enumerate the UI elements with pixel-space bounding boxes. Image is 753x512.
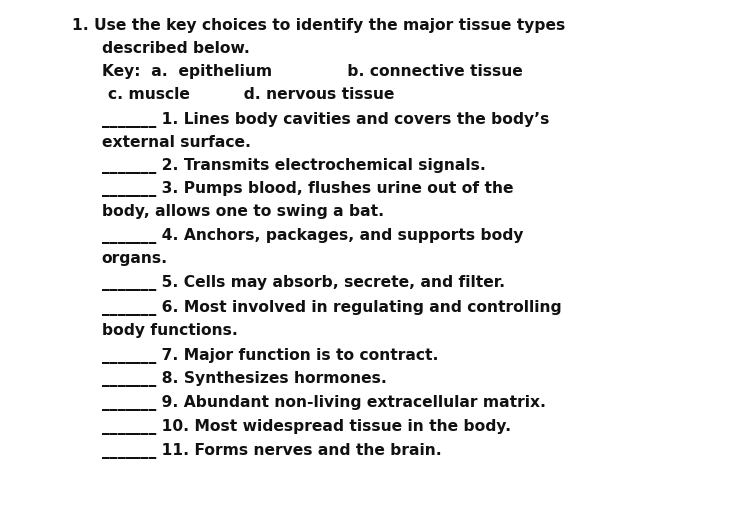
Text: _______ 7. Major function is to contract.: _______ 7. Major function is to contract…: [102, 348, 438, 364]
Text: _______ 9. Abundant non-living extracellular matrix.: _______ 9. Abundant non-living extracell…: [102, 395, 546, 411]
Text: _______ 2. Transmits electrochemical signals.: _______ 2. Transmits electrochemical sig…: [102, 158, 486, 174]
Text: described below.: described below.: [102, 41, 249, 56]
Text: Key:  a.  epithelium              b. connective tissue: Key: a. epithelium b. connective tissue: [102, 64, 523, 79]
Text: _______ 3. Pumps blood, flushes urine out of the: _______ 3. Pumps blood, flushes urine ou…: [102, 181, 513, 197]
Text: 1. Use the key choices to identify the major tissue types: 1. Use the key choices to identify the m…: [72, 18, 565, 33]
Text: external surface.: external surface.: [102, 135, 251, 150]
Text: c. muscle          d. nervous tissue: c. muscle d. nervous tissue: [108, 87, 394, 102]
Text: _______ 10. Most widespread tissue in the body.: _______ 10. Most widespread tissue in th…: [102, 419, 511, 435]
Text: _______ 5. Cells may absorb, secrete, and filter.: _______ 5. Cells may absorb, secrete, an…: [102, 275, 505, 291]
Text: body functions.: body functions.: [102, 323, 237, 337]
Text: organs.: organs.: [102, 251, 168, 266]
Text: _______ 6. Most involved in regulating and controlling: _______ 6. Most involved in regulating a…: [102, 300, 561, 315]
Text: _______ 1. Lines body cavities and covers the body’s: _______ 1. Lines body cavities and cover…: [102, 112, 549, 127]
Text: _______ 8. Synthesizes hormones.: _______ 8. Synthesizes hormones.: [102, 371, 386, 387]
Text: _______ 4. Anchors, packages, and supports body: _______ 4. Anchors, packages, and suppor…: [102, 228, 523, 244]
Text: body, allows one to swing a bat.: body, allows one to swing a bat.: [102, 204, 384, 219]
Text: _______ 11. Forms nerves and the brain.: _______ 11. Forms nerves and the brain.: [102, 443, 441, 459]
